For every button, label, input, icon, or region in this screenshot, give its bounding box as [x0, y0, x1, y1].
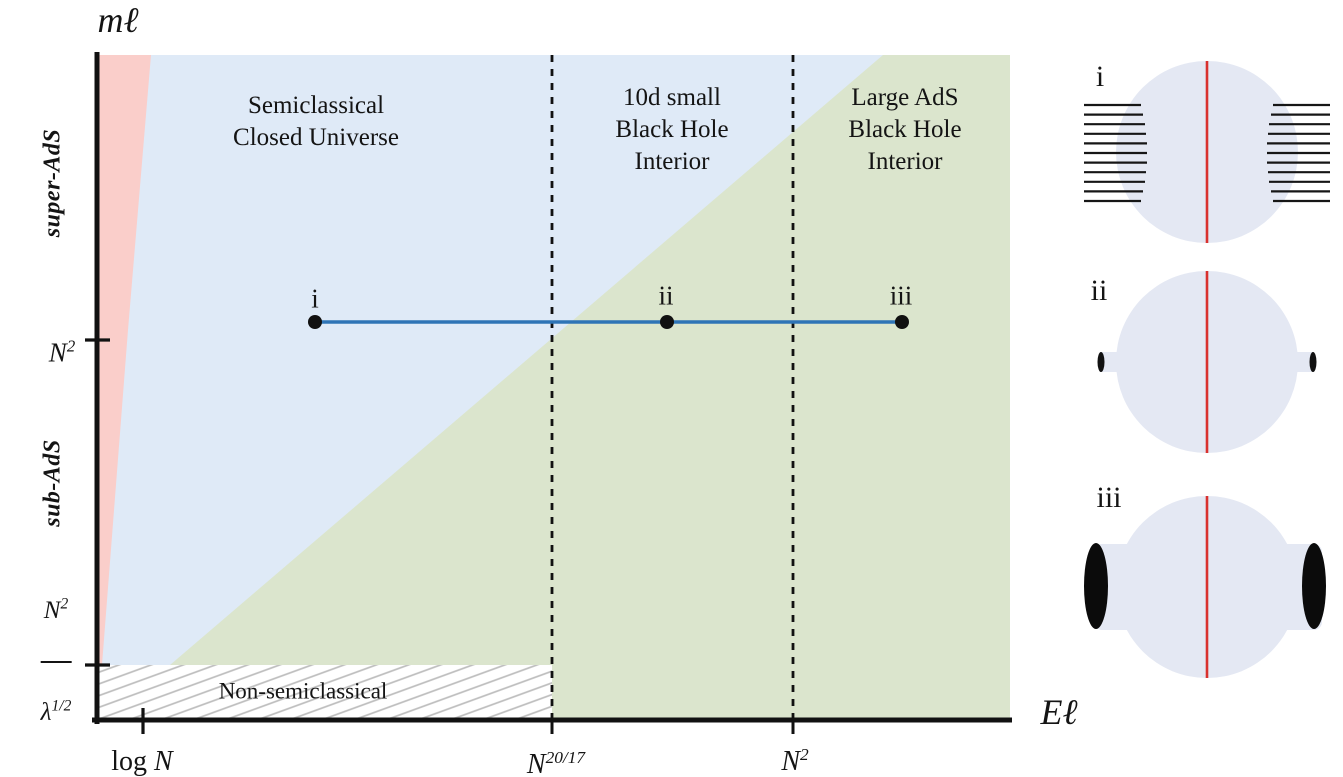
fraction-bar — [40, 661, 72, 663]
region-label-non-semiclassical: Non-semiclassical — [218, 678, 388, 704]
hatch-region — [97, 665, 552, 720]
trajectory-label-i: i — [311, 283, 319, 314]
y-zone-sub-ads: sub-AdS — [39, 439, 66, 527]
large-black-hole-right-icon — [1302, 543, 1326, 629]
green-region — [170, 55, 1010, 720]
large-black-hole-left-icon — [1084, 543, 1108, 629]
pink-region — [97, 55, 151, 665]
trajectory-point-i — [308, 315, 322, 329]
inset-label-ii: ii — [1090, 273, 1108, 307]
region-label-small-bh: 10d small Black Hole Interior — [615, 84, 729, 175]
x-axis-title: Eℓ — [1040, 691, 1078, 732]
y-tick-label-n2: N2 — [48, 336, 76, 367]
trajectory-point-ii — [660, 315, 674, 329]
trajectory-label-ii: ii — [658, 280, 674, 311]
x-tick-label-logn: log N — [111, 746, 173, 777]
region-label-semiclassical: Semiclassical Closed Universe — [233, 92, 399, 151]
inset-label-i: i — [1095, 59, 1105, 93]
x-tick-label-n2017: N20/17 — [526, 747, 586, 777]
string-modes-left-icon — [1084, 103, 1147, 203]
inset-sphere-ii — [1097, 271, 1317, 453]
small-black-hole-left-icon — [1097, 352, 1105, 372]
fraction-numerator: N2 — [43, 595, 69, 624]
inset-label-iii: iii — [1096, 480, 1122, 514]
string-modes-right-icon — [1267, 103, 1330, 203]
trajectory-point-iii — [895, 315, 909, 329]
fraction-denominator: λ1/2 — [40, 697, 72, 726]
region-label-large-bh: Large AdS Black Hole Interior — [848, 84, 962, 175]
y-axis-title: mℓ — [97, 0, 139, 40]
inset-sphere-iii — [1084, 496, 1326, 678]
small-black-hole-right-icon — [1309, 352, 1317, 372]
trajectory-label-iii: iii — [889, 280, 913, 311]
y-zone-super-ads: super-AdS — [39, 128, 66, 238]
inset-sphere-i — [1084, 61, 1330, 243]
y-tick-label-n2-over-lambda: N2 λ1/2 — [40, 563, 72, 761]
x-tick-label-n2: N2 — [781, 744, 809, 777]
